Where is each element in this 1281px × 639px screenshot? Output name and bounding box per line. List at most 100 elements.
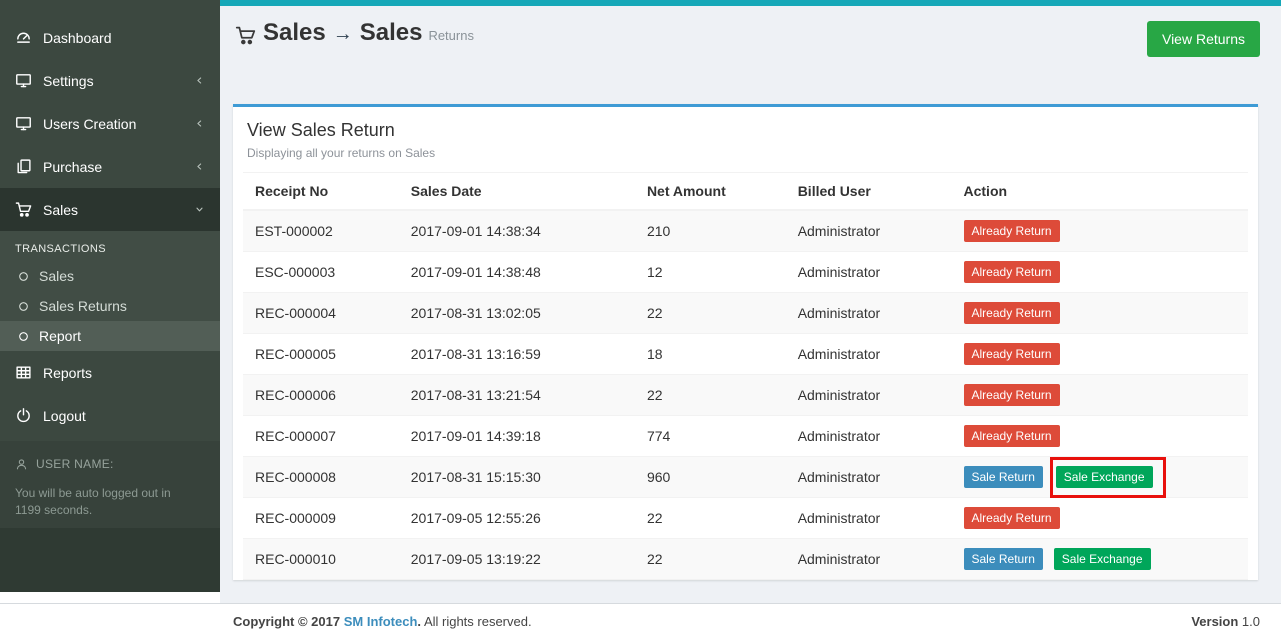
- submenu-section-label: TRANSACTIONS: [15, 243, 106, 255]
- already-return-badge[interactable]: Already Return: [963, 302, 1060, 324]
- rights-text: All rights reserved.: [423, 614, 532, 629]
- sale-return-button[interactable]: Sale Return: [963, 548, 1043, 570]
- already-return-badge[interactable]: Already Return: [963, 384, 1060, 406]
- sales-date-cell: 2017-09-01 14:39:18: [398, 415, 635, 457]
- already-return-badge[interactable]: Already Return: [963, 261, 1060, 283]
- sidebar-item-label: Reports: [43, 364, 93, 381]
- sales-date-cell: 2017-09-01 14:38:34: [398, 210, 635, 252]
- net-amount-cell: 960: [634, 456, 786, 498]
- action-cell: Already Return: [951, 374, 1248, 416]
- sales-returns-table: Receipt No Sales Date Net Amount Billed …: [243, 172, 1248, 580]
- page-header: Sales → Sales Returns View Returns: [220, 6, 1281, 57]
- chevron-left-icon: [194, 75, 205, 86]
- table-icon: [16, 366, 31, 379]
- billed-user-cell: Administrator: [785, 210, 952, 252]
- sidebar-filler: [0, 527, 220, 592]
- action-cell: Already Return: [951, 497, 1248, 539]
- receipt-no-cell: REC-000004: [243, 292, 399, 334]
- breadcrumb: Sales → Sales Returns: [235, 19, 474, 47]
- sidebar-item-label: Users Creation: [43, 115, 137, 132]
- power-icon: [17, 408, 30, 423]
- sidebar-item-label: Sales: [43, 201, 79, 218]
- submenu-item-report[interactable]: Report: [0, 321, 220, 351]
- already-return-badge[interactable]: Already Return: [963, 507, 1060, 529]
- monitor-icon: [16, 117, 31, 131]
- sale-exchange-button[interactable]: Sale Exchange: [1055, 466, 1153, 488]
- action-cell: Sale Return Sale Exchange: [951, 538, 1248, 580]
- version: Version 1.0: [1191, 614, 1260, 629]
- copyright-dot: .: [417, 614, 422, 629]
- receipt-no-cell: ESC-000003: [243, 251, 399, 293]
- sidebar-item-logout[interactable]: Logout: [0, 394, 220, 437]
- monitor-icon: [16, 74, 31, 88]
- column-header-receipt-no: Receipt No: [243, 172, 399, 211]
- net-amount-cell: 774: [634, 415, 786, 457]
- submenu-item-label: Sales Returns: [39, 298, 127, 314]
- table-row: REC-000010 2017-09-05 13:19:22 22 Admini…: [243, 538, 1248, 580]
- billed-user-cell: Administrator: [785, 374, 952, 416]
- sales-date-cell: 2017-08-31 13:21:54: [398, 374, 635, 416]
- table-row: REC-000004 2017-08-31 13:02:05 22 Admini…: [243, 292, 1248, 334]
- net-amount-cell: 22: [634, 292, 786, 334]
- sidebar-item-users-creation[interactable]: Users Creation: [0, 102, 220, 145]
- copy-icon: [17, 159, 31, 174]
- action-cell: Already Return: [951, 415, 1248, 457]
- breadcrumb-secondary: Sales: [359, 19, 423, 46]
- table-row: ESC-000003 2017-09-01 14:38:48 12 Admini…: [243, 251, 1248, 293]
- net-amount-cell: 12: [634, 251, 786, 293]
- sidebar-item-sales[interactable]: Sales: [0, 188, 220, 231]
- table-row: REC-000005 2017-08-31 13:16:59 18 Admini…: [243, 333, 1248, 375]
- sidebar-item-purchase[interactable]: Purchase: [0, 145, 220, 188]
- billed-user-cell: Administrator: [785, 497, 952, 539]
- company-link[interactable]: SM Infotech: [343, 614, 418, 629]
- receipt-no-cell: REC-000006: [243, 374, 399, 416]
- sidebar-item-label: Dashboard: [43, 29, 112, 46]
- submenu-item-label: Sales: [39, 268, 75, 284]
- sales-date-cell: 2017-08-31 13:02:05: [398, 292, 635, 334]
- receipt-no-cell: REC-000007: [243, 415, 399, 457]
- sidebar-item-dashboard[interactable]: Dashboard: [0, 16, 220, 59]
- receipt-no-cell: REC-000009: [243, 497, 399, 539]
- sales-date-cell: 2017-09-05 13:19:22: [398, 538, 635, 580]
- action-cell: Already Return: [951, 210, 1248, 252]
- column-header-sales-date: Sales Date: [398, 172, 635, 211]
- net-amount-cell: 22: [634, 497, 786, 539]
- table-row: REC-000007 2017-09-01 14:39:18 774 Admin…: [243, 415, 1248, 457]
- user-icon: [16, 458, 27, 469]
- receipt-no-cell: REC-000008: [243, 456, 399, 498]
- sales-date-cell: 2017-09-01 14:38:48: [398, 251, 635, 293]
- column-header-net-amount: Net Amount: [634, 172, 786, 211]
- arrow-right-icon: →: [332, 23, 353, 45]
- copyright-prefix: Copyright © 2017: [233, 614, 341, 629]
- user-name-label: USER NAME:: [36, 457, 114, 471]
- breadcrumb-tertiary: Returns: [428, 28, 474, 43]
- action-cell: Already Return: [951, 333, 1248, 375]
- chevron-left-icon: [194, 118, 205, 129]
- sidebar-nav: Dashboard Settings Users Creation Purcha…: [0, 0, 220, 231]
- version-value: 1.0: [1241, 614, 1260, 629]
- sale-return-button[interactable]: Sale Return: [963, 466, 1043, 488]
- column-header-action: Action: [951, 172, 1248, 211]
- sidebar-item-reports[interactable]: Reports: [0, 351, 220, 394]
- card-subtitle: Displaying all your returns on Sales: [247, 146, 436, 160]
- already-return-badge[interactable]: Already Return: [963, 220, 1060, 242]
- already-return-badge[interactable]: Already Return: [963, 425, 1060, 447]
- chevron-left-icon: [194, 161, 205, 172]
- submenu-item-sales-returns[interactable]: Sales Returns: [0, 291, 220, 321]
- sale-exchange-button[interactable]: Sale Exchange: [1053, 548, 1151, 570]
- submenu-item-sales[interactable]: Sales: [0, 261, 220, 291]
- table-row: REC-000008 2017-08-31 15:15:30 960 Admin…: [243, 456, 1248, 498]
- view-returns-button[interactable]: View Returns: [1146, 21, 1260, 57]
- sidebar-item-settings[interactable]: Settings: [0, 59, 220, 102]
- dashboard-icon: [17, 32, 30, 43]
- net-amount-cell: 18: [634, 333, 786, 375]
- sales-date-cell: 2017-08-31 15:15:30: [398, 456, 635, 498]
- table-header-row: Receipt No Sales Date Net Amount Billed …: [243, 172, 1248, 211]
- card-title: View Sales Return: [247, 120, 395, 140]
- already-return-badge[interactable]: Already Return: [963, 343, 1060, 365]
- table-row: REC-000009 2017-09-05 12:55:26 22 Admini…: [243, 497, 1248, 539]
- sales-return-card: View Sales Return Displaying all your re…: [233, 104, 1258, 580]
- sidebar-item-label: Settings: [43, 72, 94, 89]
- sales-date-cell: 2017-09-05 12:55:26: [398, 497, 635, 539]
- sidebar-item-label: Purchase: [43, 158, 103, 175]
